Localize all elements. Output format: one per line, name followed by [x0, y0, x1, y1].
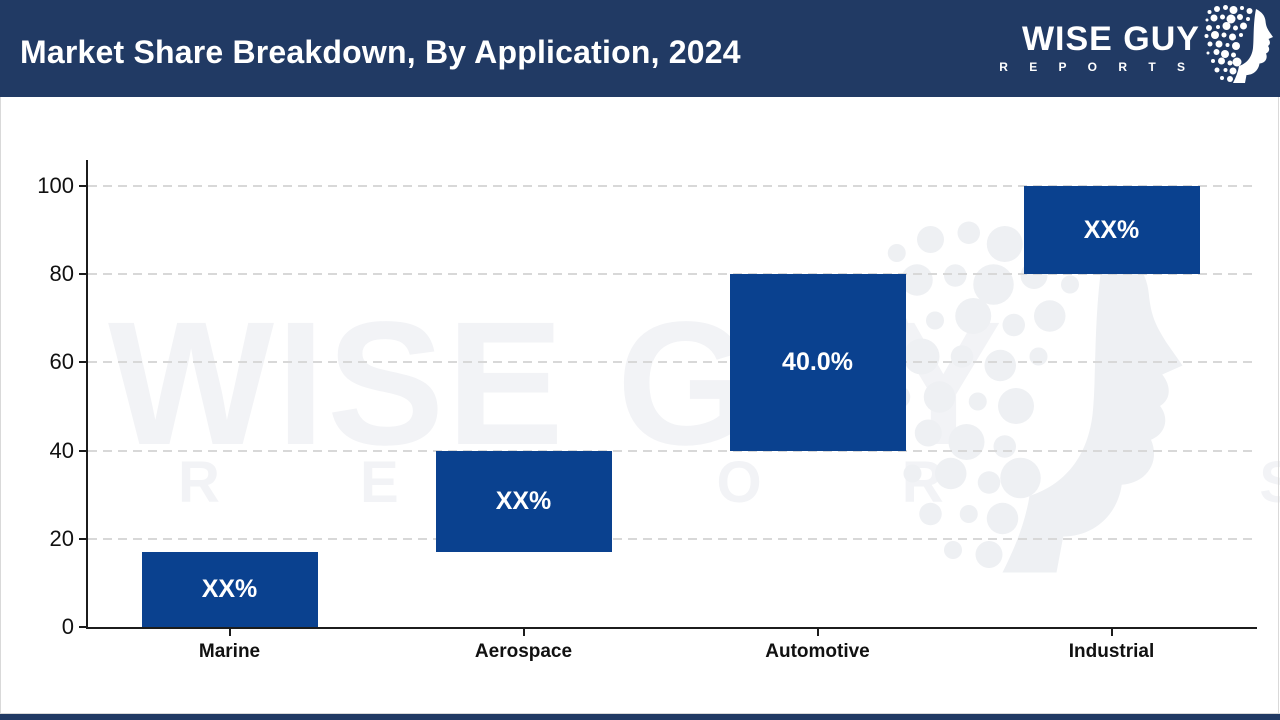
bar-value-label: XX% [495, 486, 552, 515]
bar-marine: XX% [141, 552, 318, 627]
x-tick-mark [522, 629, 525, 636]
y-tick-mark [79, 449, 87, 452]
x-tick-label: Marine [198, 641, 261, 662]
gridline [88, 273, 1257, 276]
page-title: Market Share Breakdown, By Application, … [20, 34, 741, 70]
gridline [88, 185, 1257, 187]
left-border [0, 97, 1, 714]
x-tick-mark [228, 629, 231, 636]
bottom-hairline [0, 713, 1280, 714]
x-tick-mark [1110, 629, 1113, 636]
gridline [88, 537, 1257, 540]
brand-face-icon [1204, 5, 1273, 83]
bar-value-label: 40.0% [782, 347, 853, 376]
footer-bar [0, 714, 1280, 720]
x-axis-spine [86, 627, 1257, 629]
y-tick-label: 80 [49, 261, 74, 287]
y-tick-mark [79, 185, 87, 187]
y-tick-mark [79, 361, 87, 364]
bar-value-label: XX% [201, 575, 258, 603]
bar-aerospace: XX% [435, 450, 612, 553]
y-tick-label: 100 [37, 173, 74, 198]
y-tick-label: 20 [49, 525, 74, 551]
brand-name: WISE GUY [1021, 20, 1200, 58]
brand-tagline: R E P O R T S [999, 60, 1194, 74]
x-tick-mark [816, 629, 819, 636]
y-tick-mark [79, 537, 87, 540]
y-tick-label: 40 [49, 437, 74, 463]
x-tick-label: Industrial [1068, 641, 1155, 662]
gridline [88, 361, 1257, 364]
brand-logo: WISE GUY R E P O R T S [999, 0, 1273, 97]
x-tick-label: Automotive [765, 641, 870, 662]
y-axis-spine [86, 160, 88, 627]
y-tick-mark [79, 273, 87, 276]
plot-area: WISE GUY R E P O R T S 0 20 40 60 80 100 XX% Ma… [0, 97, 1280, 717]
x-tick-label: Aerospace [474, 641, 573, 662]
y-tick-label: 60 [49, 349, 74, 375]
gridline [88, 449, 1257, 452]
bar-value-label: XX% [1083, 215, 1140, 244]
bar-automotive: 40.0% [729, 274, 906, 451]
bar-industrial: XX% [1023, 186, 1200, 275]
right-border [1278, 97, 1279, 714]
y-tick-label: 0 [61, 614, 74, 639]
header: Market Share Breakdown, By Application, … [0, 0, 1280, 97]
y-tick-mark [79, 626, 87, 628]
